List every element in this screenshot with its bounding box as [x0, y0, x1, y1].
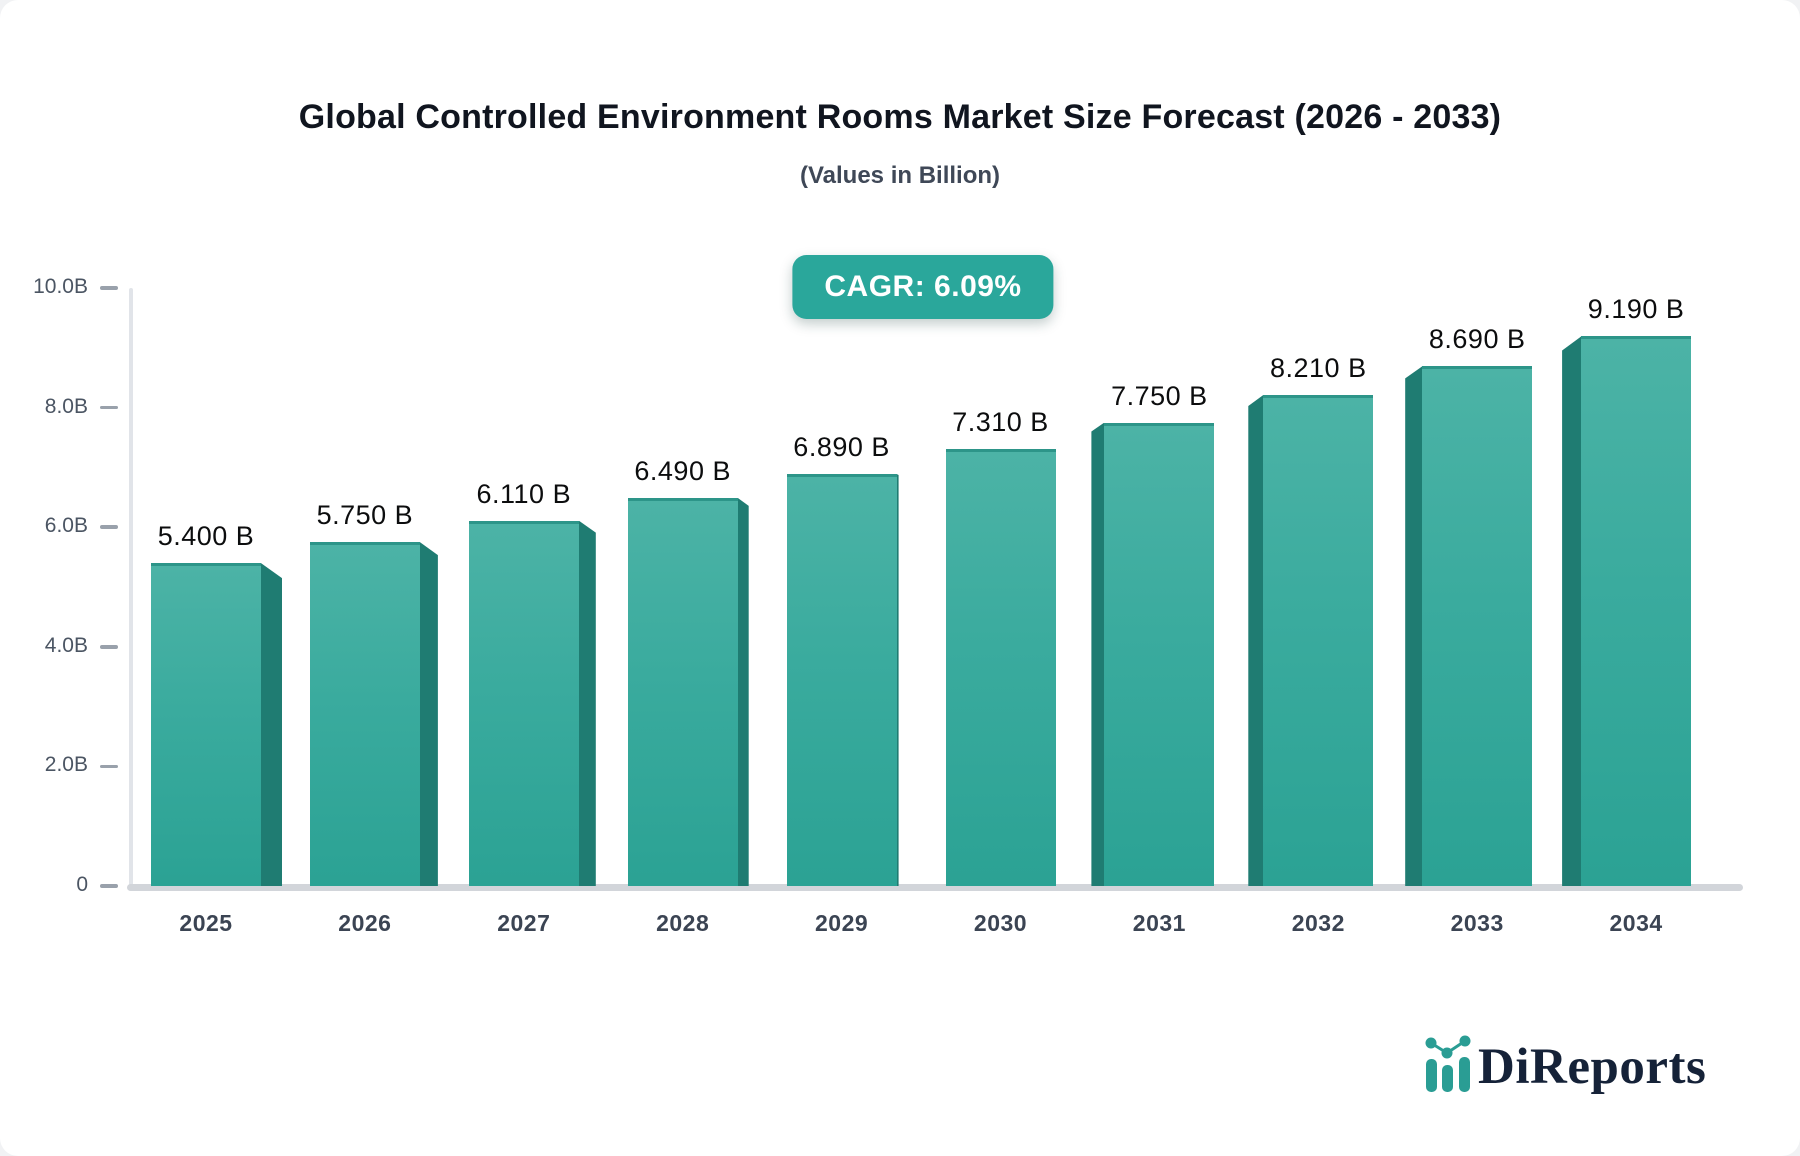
bar-2026	[309, 542, 420, 886]
bar-side-2031	[1091, 422, 1105, 886]
x-axis-baseline	[127, 884, 1743, 891]
bar-value-label: 6.490 B	[634, 455, 731, 486]
bar-value-label: 7.750 B	[1111, 380, 1208, 411]
cagr-badge: CAGR: 6.09%	[792, 255, 1054, 319]
bar-value-label: 6.110 B	[476, 478, 572, 509]
y-tick-mark	[100, 645, 118, 649]
bar-value-label: 6.890 B	[793, 431, 890, 462]
y-tick-label: 2.0B	[44, 753, 88, 777]
y-tick-mark	[100, 405, 118, 410]
bar-value-label: 5.750 B	[316, 500, 414, 531]
y-tick-mark	[100, 525, 118, 529]
bar-value-label: 9.190 B	[1587, 294, 1685, 325]
bar-side-2026	[419, 542, 438, 886]
y-tick-mark	[100, 286, 118, 290]
bar-value-label: 5.400 B	[157, 521, 255, 552]
bar-value-label: 8.690 B	[1428, 324, 1526, 355]
x-tick-label: 2031	[1132, 910, 1186, 936]
bar-2031	[1104, 422, 1215, 886]
bar-side-2027	[578, 520, 596, 886]
x-tick-label: 2030	[973, 910, 1028, 936]
bar-2034	[1581, 336, 1692, 886]
bar-2028	[627, 497, 738, 886]
y-tick-mark	[100, 884, 118, 888]
bar-side-2034	[1562, 336, 1582, 886]
x-tick-label: 2034	[1609, 910, 1663, 936]
bar-2033	[1422, 366, 1533, 886]
bar-value-label: 7.310 B	[952, 406, 1049, 437]
x-tick-label: 2025	[179, 910, 233, 936]
y-tick-label: 4.0B	[44, 633, 88, 657]
x-tick-label: 2032	[1291, 910, 1345, 936]
chart-subtitle: (Values in Billion)	[799, 162, 1001, 189]
bar-side-2029	[896, 473, 899, 886]
x-tick-label: 2027	[497, 910, 551, 936]
bar-side-2032	[1248, 395, 1264, 886]
bar-value-label: 8.210 B	[1270, 353, 1367, 384]
x-tick-label: 2029	[815, 910, 869, 936]
bar-2027	[468, 520, 579, 886]
bar-side-2033	[1405, 366, 1423, 886]
bar-2025	[151, 563, 261, 886]
brand-logo-text: DiReports	[1478, 1039, 1707, 1095]
brand-logo: DiReports	[1425, 1032, 1706, 1097]
bar-2030	[945, 448, 1056, 886]
y-tick-label: 6.0B	[44, 514, 88, 538]
x-tick-label: 2028	[656, 910, 710, 936]
bar-2029	[786, 473, 897, 886]
chart-title: Global Controlled Environment Rooms Mark…	[298, 98, 1502, 136]
bar-side-2025	[261, 563, 282, 886]
x-tick-label: 2033	[1450, 910, 1504, 936]
bar-2032	[1263, 395, 1374, 886]
x-tick-label: 2026	[338, 910, 392, 936]
y-tick-label: 10.0B	[33, 275, 88, 298]
y-axis-line	[129, 288, 133, 886]
y-tick-mark	[100, 764, 118, 769]
y-tick-label: 0	[76, 873, 88, 896]
bar-side-2028	[737, 497, 749, 886]
y-tick-label: 8.0B	[44, 394, 88, 418]
mini-analytics-icon	[1425, 1032, 1471, 1097]
